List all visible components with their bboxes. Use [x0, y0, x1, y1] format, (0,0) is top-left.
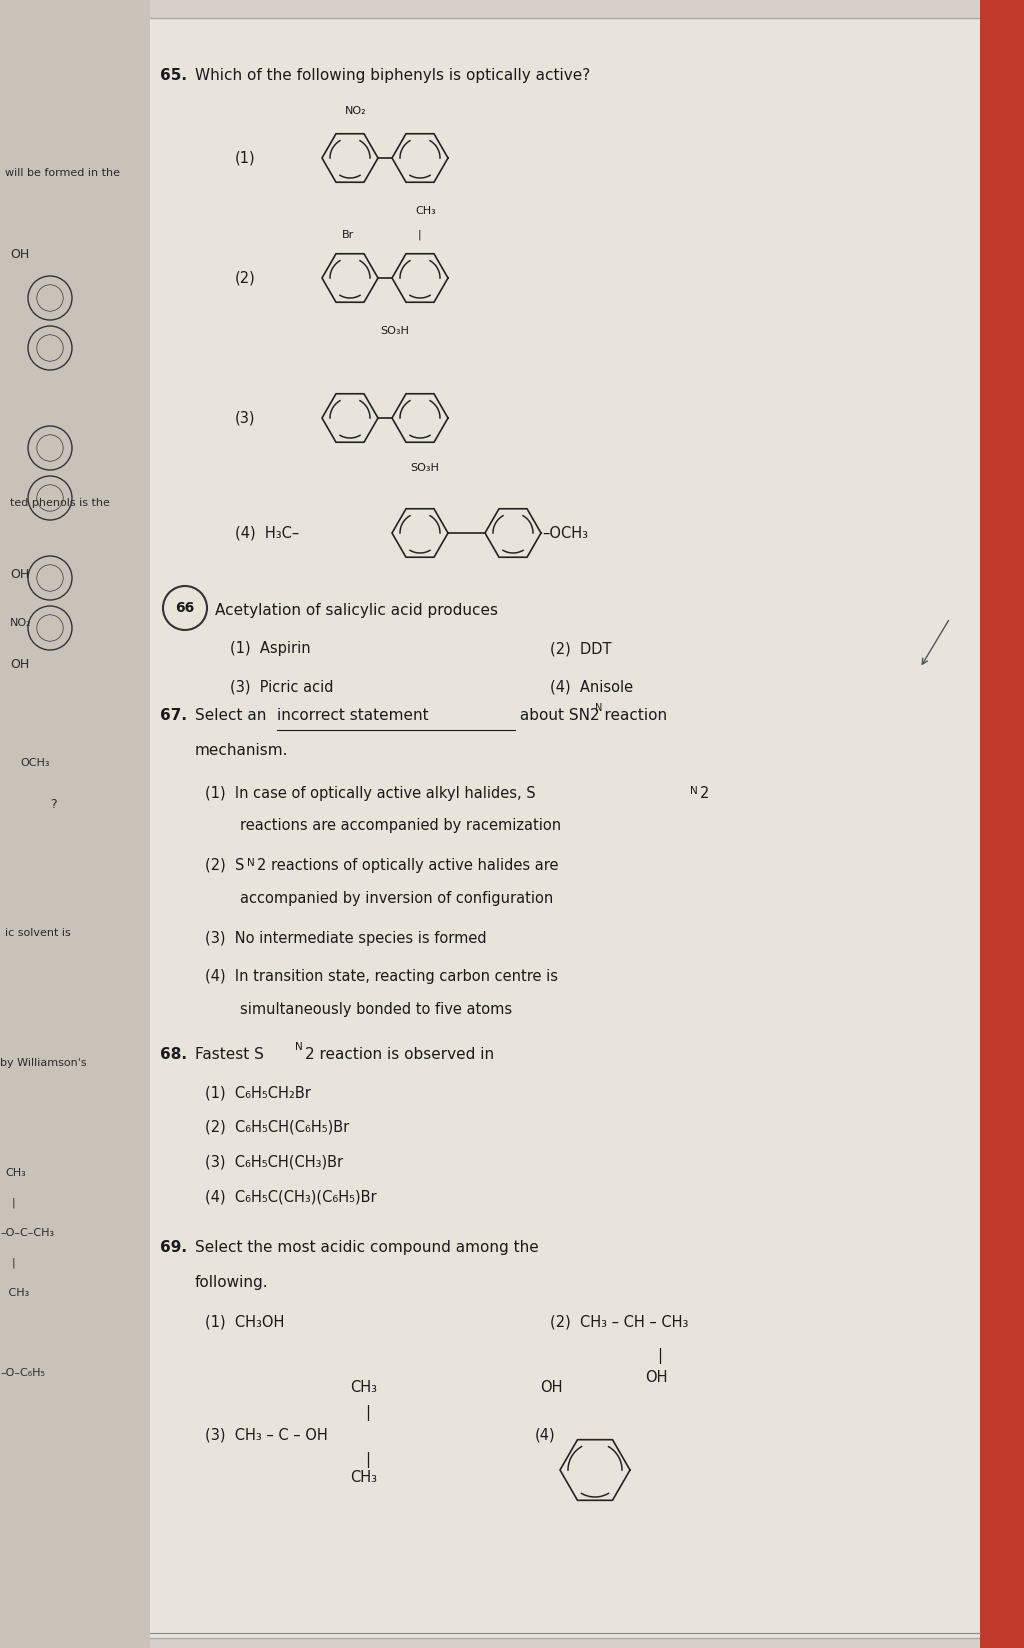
Text: (2): (2)	[234, 270, 256, 285]
Text: OCH₃: OCH₃	[20, 758, 49, 768]
Text: |: |	[657, 1348, 662, 1365]
Text: ted phenols is the: ted phenols is the	[10, 498, 110, 508]
Text: simultaneously bonded to five atoms: simultaneously bonded to five atoms	[240, 1002, 512, 1017]
Text: NO₂: NO₂	[10, 618, 32, 628]
Text: 65.: 65.	[160, 68, 187, 82]
Text: 67.: 67.	[160, 709, 187, 723]
Text: N: N	[295, 1042, 303, 1051]
Text: about SN2 reaction: about SN2 reaction	[515, 709, 667, 723]
Text: (3)  C₆H₅CH(CH₃)Br: (3) C₆H₅CH(CH₃)Br	[205, 1155, 343, 1170]
Text: Fastest S: Fastest S	[195, 1046, 264, 1061]
Text: 2: 2	[700, 786, 710, 801]
Text: –O–C₆H₅: –O–C₆H₅	[0, 1368, 45, 1378]
Text: (2)  S: (2) S	[205, 859, 245, 873]
Text: (2)  C₆H₅CH(C₆H₅)Br: (2) C₆H₅CH(C₆H₅)Br	[205, 1121, 349, 1135]
Text: (4)  C₆H₅C(CH₃)(C₆H₅)Br: (4) C₆H₅C(CH₃)(C₆H₅)Br	[205, 1190, 377, 1205]
Text: (2)  CH₃ – CH – CH₃: (2) CH₃ – CH – CH₃	[550, 1315, 688, 1330]
Text: Which of the following biphenyls is optically active?: Which of the following biphenyls is opti…	[195, 68, 590, 82]
Text: (1)  C₆H₅CH₂Br: (1) C₆H₅CH₂Br	[205, 1084, 311, 1099]
Text: Select the most acidic compound among the: Select the most acidic compound among th…	[195, 1239, 539, 1256]
Text: Select an: Select an	[195, 709, 271, 723]
Text: (4): (4)	[535, 1429, 556, 1444]
Text: N: N	[690, 786, 697, 796]
Text: incorrect statement: incorrect statement	[278, 709, 429, 723]
Text: accompanied by inversion of configuration: accompanied by inversion of configuratio…	[240, 892, 553, 906]
Bar	[980, 0, 1024, 1648]
Text: following.: following.	[195, 1276, 268, 1290]
Text: reactions are accompanied by racemization: reactions are accompanied by racemizatio…	[240, 817, 561, 832]
Text: N: N	[247, 859, 255, 868]
Text: (3)  CH₃ – C – OH: (3) CH₃ – C – OH	[205, 1429, 328, 1444]
Text: (3): (3)	[234, 410, 256, 425]
Bar	[0, 0, 150, 1648]
Text: (1)  Aspirin: (1) Aspirin	[230, 641, 310, 656]
Text: |: |	[5, 1198, 15, 1208]
Text: by Williamson's: by Williamson's	[0, 1058, 87, 1068]
Text: |: |	[5, 1257, 15, 1269]
Text: |: |	[418, 229, 422, 241]
Text: (3)  Picric acid: (3) Picric acid	[230, 679, 334, 694]
Text: 69.: 69.	[160, 1239, 187, 1256]
Text: SO₃H: SO₃H	[410, 463, 439, 473]
Text: |: |	[365, 1406, 370, 1421]
Text: (1)  In case of optically active alkyl halides, S: (1) In case of optically active alkyl ha…	[205, 786, 536, 801]
Text: CH₃: CH₃	[350, 1470, 377, 1485]
Text: (3)  No intermediate species is formed: (3) No intermediate species is formed	[205, 931, 486, 946]
Text: (1)  CH₃OH: (1) CH₃OH	[205, 1315, 285, 1330]
Text: ic solvent is: ic solvent is	[5, 928, 71, 938]
Text: 68.: 68.	[160, 1046, 187, 1061]
Text: Br: Br	[342, 231, 354, 241]
Text: –O–C–CH₃: –O–C–CH₃	[0, 1228, 54, 1238]
Text: 66: 66	[175, 602, 195, 615]
Text: CH₃: CH₃	[5, 1168, 26, 1178]
Text: SO₃H: SO₃H	[380, 326, 409, 336]
Text: Acetylation of salicylic acid produces: Acetylation of salicylic acid produces	[215, 603, 498, 618]
Text: (4)  In transition state, reacting carbon centre is: (4) In transition state, reacting carbon…	[205, 969, 558, 984]
Text: (4)  Anisole: (4) Anisole	[550, 679, 633, 694]
Text: CH₃: CH₃	[5, 1289, 30, 1299]
Text: (1): (1)	[234, 150, 256, 165]
Bar	[145, 18, 1005, 1638]
Text: OH: OH	[10, 569, 30, 582]
Text: ?: ?	[50, 798, 56, 811]
Text: 2 reaction is observed in: 2 reaction is observed in	[305, 1046, 495, 1061]
Text: OH: OH	[540, 1379, 562, 1394]
Text: N: N	[595, 704, 602, 714]
Text: mechanism.: mechanism.	[195, 743, 289, 758]
Text: (4)  H₃C–: (4) H₃C–	[234, 526, 299, 541]
Text: 2 reactions of optically active halides are: 2 reactions of optically active halides …	[257, 859, 558, 873]
Text: NO₂: NO₂	[345, 105, 367, 115]
Text: –OCH₃: –OCH₃	[542, 526, 588, 541]
Text: |: |	[365, 1452, 370, 1468]
Text: CH₃: CH₃	[350, 1379, 377, 1394]
Text: CH₃: CH₃	[415, 206, 436, 216]
Text: OH: OH	[10, 658, 30, 671]
Text: OH: OH	[10, 247, 30, 260]
Text: will be formed in the: will be formed in the	[5, 168, 120, 178]
Text: OH: OH	[645, 1369, 668, 1384]
Text: (2)  DDT: (2) DDT	[550, 641, 611, 656]
